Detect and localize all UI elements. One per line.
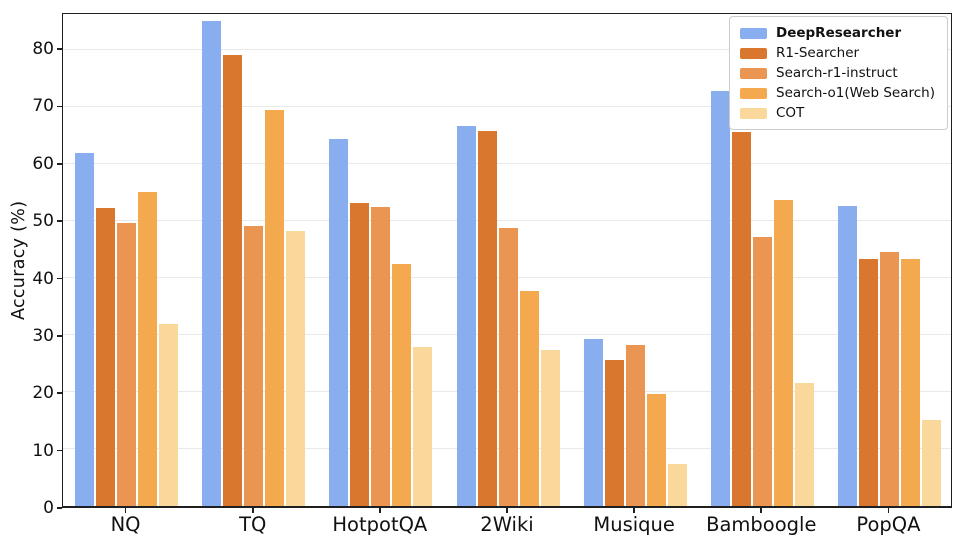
legend-label: Search-r1-instruct xyxy=(776,65,898,81)
y-tick-label: 80 xyxy=(32,39,54,60)
bar xyxy=(498,227,518,506)
x-tick-mark xyxy=(506,508,508,513)
gridline xyxy=(63,219,951,221)
legend-label: COT xyxy=(776,105,805,121)
bar xyxy=(96,207,116,506)
x-tick-mark xyxy=(760,508,763,513)
bar xyxy=(710,90,730,506)
bar xyxy=(540,350,560,506)
bar xyxy=(117,223,137,506)
x-tick-label: Bamboogle xyxy=(706,513,817,536)
legend: DeepResearcher R1-Searcher Search-r1-instr… xyxy=(729,16,948,130)
bar xyxy=(625,344,645,506)
y-tick-label: 0 xyxy=(43,498,54,518)
legend-item: R1-Searcher xyxy=(740,45,935,61)
x-tick-mark xyxy=(633,508,635,513)
bar xyxy=(456,126,476,506)
bar xyxy=(265,109,285,506)
bar-group xyxy=(837,14,941,506)
y-tick-label: 50 xyxy=(32,211,54,232)
legend-label: DeepResearcher xyxy=(776,25,902,41)
x-tick-mark xyxy=(124,508,127,513)
x-tick-mark xyxy=(379,508,381,513)
gridline xyxy=(63,48,951,50)
bar xyxy=(900,258,920,506)
bar-group xyxy=(456,14,560,506)
y-tick-mark xyxy=(57,220,62,222)
bar xyxy=(75,153,95,506)
y-tick-label: 70 xyxy=(32,96,54,117)
legend-swatch xyxy=(740,67,767,79)
bar xyxy=(794,383,814,506)
bar-group xyxy=(329,14,433,506)
legend-label: R1-Searcher xyxy=(776,45,860,61)
plot-area: DeepResearcher R1-Searcher Search-r1-instr… xyxy=(62,13,952,508)
bar xyxy=(773,200,793,506)
bar xyxy=(159,323,179,506)
bar xyxy=(223,55,243,506)
bar xyxy=(921,420,941,506)
y-tick-mark xyxy=(57,277,62,280)
y-tick-mark xyxy=(57,507,62,509)
bar-group xyxy=(583,14,687,506)
bar xyxy=(350,203,370,506)
y-tick-label: 10 xyxy=(32,440,54,461)
x-tick-label: TQ xyxy=(239,513,267,536)
bar xyxy=(138,191,158,506)
y-tick-mark xyxy=(57,48,62,50)
bar xyxy=(583,338,603,506)
bar xyxy=(286,231,306,506)
bar-group xyxy=(202,14,306,506)
bar xyxy=(837,205,857,506)
bar xyxy=(667,464,687,506)
legend-item: Search-o1(Web Search) xyxy=(740,85,935,101)
x-tick-mark xyxy=(887,508,890,513)
y-tick-mark xyxy=(57,163,62,165)
x-tick-label: HotpotQA xyxy=(332,513,428,536)
x-tick-label: PopQA xyxy=(856,513,921,536)
bar xyxy=(392,264,412,506)
y-tick-mark xyxy=(57,105,62,108)
x-tick-label: NQ xyxy=(110,513,141,536)
y-tick-mark xyxy=(57,392,62,395)
legend-item: Search-r1-instruct xyxy=(740,65,935,81)
legend-swatch xyxy=(740,107,767,119)
y-tick-label: 60 xyxy=(32,153,54,174)
legend-label: Search-o1(Web Search) xyxy=(776,85,935,101)
x-tick-label: 2Wiki xyxy=(480,513,534,536)
legend-item: DeepResearcher xyxy=(740,25,935,41)
bar xyxy=(604,360,624,506)
y-tick-mark xyxy=(57,449,62,452)
legend-item: COT xyxy=(740,105,935,121)
bar-group xyxy=(75,14,179,506)
bar xyxy=(858,258,878,506)
bar xyxy=(477,130,497,506)
bar xyxy=(413,346,433,506)
bar xyxy=(519,291,539,506)
bar xyxy=(879,252,899,506)
legend-swatch xyxy=(740,47,767,59)
legend-swatch xyxy=(740,27,767,39)
bar xyxy=(329,139,349,506)
y-tick-label: 30 xyxy=(32,325,54,346)
gridline xyxy=(63,105,951,107)
y-axis-title: Accuracy (%) xyxy=(9,200,29,321)
bar xyxy=(244,225,264,506)
bar xyxy=(646,394,666,506)
gridline xyxy=(63,162,951,164)
bar xyxy=(752,236,772,506)
legend-swatch xyxy=(740,87,767,99)
x-tick-mark xyxy=(251,508,254,513)
y-tick-label: 40 xyxy=(32,268,54,289)
x-tick-label: Musique xyxy=(593,513,675,536)
y-tick-label: 20 xyxy=(32,383,54,404)
y-tick-mark xyxy=(57,335,62,337)
bar xyxy=(371,206,391,506)
bar xyxy=(202,21,222,506)
bar xyxy=(731,132,751,506)
bar-group xyxy=(710,14,814,506)
bars-layer xyxy=(63,14,951,506)
